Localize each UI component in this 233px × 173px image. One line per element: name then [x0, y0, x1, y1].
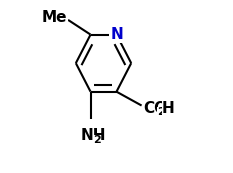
Text: Me: Me: [41, 10, 67, 25]
Text: CO: CO: [143, 101, 168, 116]
Text: NH: NH: [81, 128, 106, 143]
Text: N: N: [110, 27, 123, 42]
Text: H: H: [162, 101, 175, 116]
Text: 2: 2: [157, 107, 164, 117]
Text: 2: 2: [93, 135, 101, 145]
